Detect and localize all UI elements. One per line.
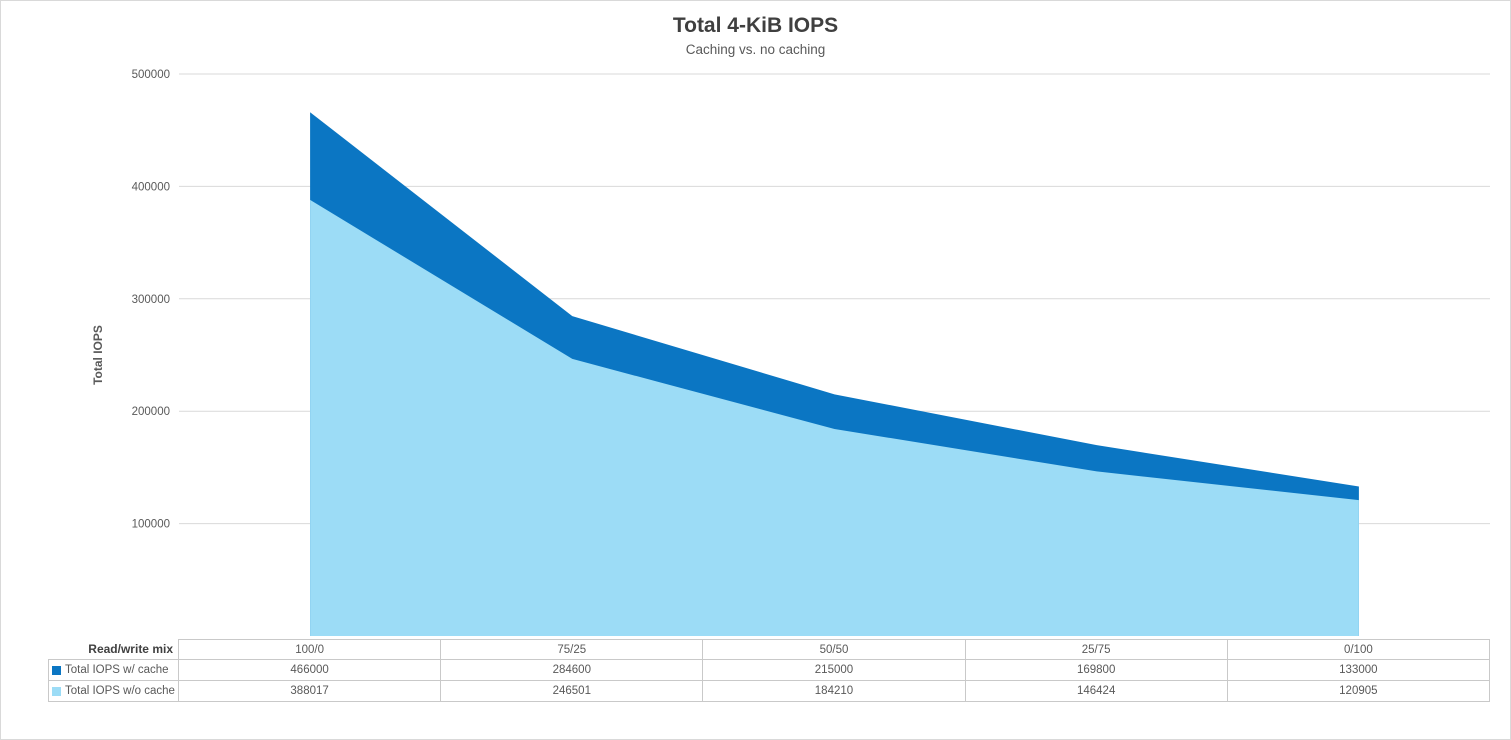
chart-subtitle: Caching vs. no caching bbox=[685, 42, 826, 57]
table-column-header: 75/25 bbox=[441, 639, 704, 660]
legend-marker-icon bbox=[52, 686, 61, 696]
area-series-without-cache bbox=[310, 199, 1359, 636]
y-tick-label: 200000 bbox=[132, 406, 170, 418]
y-tick-label: 400000 bbox=[132, 181, 170, 193]
legend-cell-without-cache: Total IOPS w/o cache bbox=[48, 681, 179, 702]
table-column-header: 0/100 bbox=[1227, 639, 1490, 660]
table-column-header: 25/75 bbox=[965, 639, 1228, 660]
table-value-cell: 466000 bbox=[179, 660, 442, 681]
legend-cell-with-cache: Total IOPS w/ cache bbox=[48, 660, 179, 681]
y-tick-label: 500000 bbox=[132, 69, 170, 81]
table-value-cell: 146424 bbox=[965, 681, 1228, 702]
table-value-cell: 120905 bbox=[1227, 681, 1490, 702]
table-corner-label: Read/write mix bbox=[48, 639, 179, 660]
table-value-cell: 133000 bbox=[1227, 660, 1490, 681]
table-value-cell: 284600 bbox=[441, 660, 704, 681]
table-value-cell: 169800 bbox=[965, 660, 1228, 681]
table-value-cell: 184210 bbox=[703, 681, 966, 702]
legend-label: Total IOPS w/o cache bbox=[65, 685, 175, 697]
legend-marker-icon bbox=[52, 665, 61, 675]
y-tick-label: 100000 bbox=[132, 519, 170, 531]
y-axis-title: Total IOPS bbox=[91, 325, 105, 385]
table-value-cell: 246501 bbox=[441, 681, 704, 702]
legend-label: Total IOPS w/ cache bbox=[65, 664, 169, 676]
table-column-header: 50/50 bbox=[703, 639, 966, 660]
table-value-cell: 388017 bbox=[179, 681, 442, 702]
table-column-header: 100/0 bbox=[179, 639, 442, 660]
chart-title: Total 4-KiB IOPS bbox=[672, 14, 839, 37]
chart-data-table: Read/write mix 100/0 75/25 50/50 25/75 0/100 T… bbox=[48, 639, 1490, 702]
y-tick-label: 300000 bbox=[132, 294, 170, 306]
table-value-cell: 215000 bbox=[703, 660, 966, 681]
